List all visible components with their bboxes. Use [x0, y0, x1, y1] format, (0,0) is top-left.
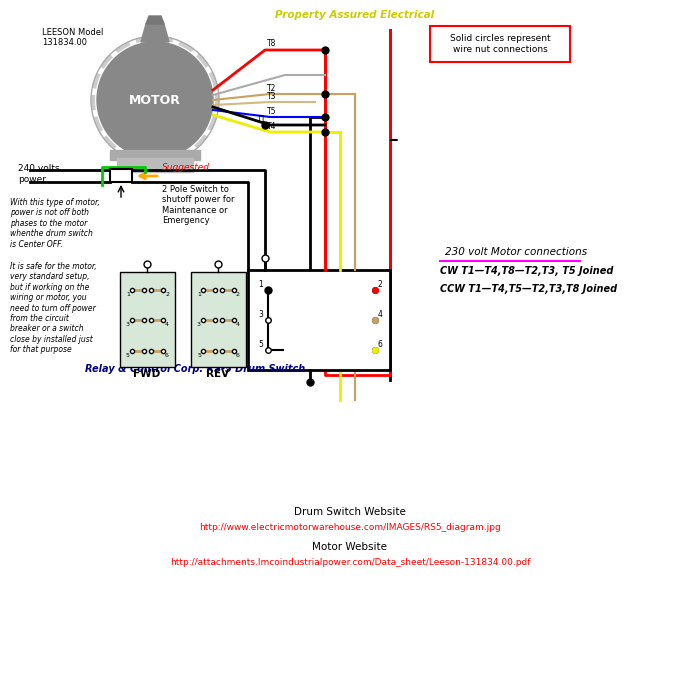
Text: 2: 2: [378, 280, 383, 289]
Text: 5: 5: [126, 353, 130, 358]
Text: LEESON Model
131834.00: LEESON Model 131834.00: [42, 28, 104, 48]
Text: 1: 1: [126, 292, 130, 297]
Text: CW T1—T4,T8—T2,T3, T5 Joined: CW T1—T4,T8—T2,T3, T5 Joined: [440, 266, 613, 276]
Text: 2: 2: [165, 292, 169, 297]
Text: It is safe for the motor,
very standard setup,
but if working on the
wiring or m: It is safe for the motor, very standard …: [10, 262, 97, 354]
Polygon shape: [141, 24, 169, 42]
Text: T4: T4: [267, 122, 276, 131]
Text: FWD: FWD: [134, 369, 160, 379]
Text: Motor Website: Motor Website: [312, 542, 388, 552]
Bar: [430, 26, 570, 62]
Bar: [191, 272, 246, 367]
Text: With this type of motor,
power is not off both
phases to the motor
whenthe drum : With this type of motor, power is not of…: [10, 198, 99, 248]
Bar: [117, 158, 193, 172]
Text: 1: 1: [197, 292, 201, 297]
Text: 4: 4: [378, 310, 383, 319]
Text: MOTOR: MOTOR: [129, 94, 181, 106]
Text: T8: T8: [267, 39, 276, 48]
Text: 2: 2: [236, 292, 240, 297]
Text: T2: T2: [267, 84, 276, 93]
Text: 3: 3: [197, 322, 201, 327]
Text: REV: REV: [206, 369, 230, 379]
Text: 2 Pole Switch to
shutoff power for
Maintenance or
Emergency: 2 Pole Switch to shutoff power for Maint…: [162, 185, 235, 225]
Text: 3: 3: [126, 322, 130, 327]
Text: T1: T1: [257, 115, 267, 124]
Text: http://attachments.lmcoindustrialpower.com/Data_sheet/Leeson-131834.00.pdf: http://attachments.lmcoindustrialpower.c…: [169, 558, 531, 567]
Text: 6: 6: [165, 353, 169, 358]
Text: 4: 4: [236, 322, 240, 327]
Bar: [110, 150, 200, 160]
Text: T5: T5: [267, 107, 276, 116]
Polygon shape: [146, 16, 164, 24]
Bar: [248, 270, 390, 370]
Text: 230 volt Motor connections: 230 volt Motor connections: [445, 247, 587, 257]
Text: 5: 5: [197, 353, 201, 358]
Text: 1: 1: [258, 280, 263, 289]
Text: 240 volts
power: 240 volts power: [18, 164, 60, 183]
Text: Property Assured Electrical: Property Assured Electrical: [275, 10, 435, 20]
Text: 5: 5: [258, 340, 263, 349]
Text: Solid circles represent
wire nut connections: Solid circles represent wire nut connect…: [449, 34, 550, 54]
Bar: [120, 272, 175, 367]
Text: 6: 6: [236, 353, 240, 358]
Text: 4: 4: [165, 322, 169, 327]
Circle shape: [97, 42, 213, 158]
Bar: [110, 169, 132, 182]
Text: T3: T3: [267, 92, 276, 101]
Text: Suggested: Suggested: [162, 163, 210, 172]
Text: CCW T1—T4,T5—T2,T3,T8 Joined: CCW T1—T4,T5—T2,T3,T8 Joined: [440, 284, 617, 294]
Text: Drum Switch Website: Drum Switch Website: [294, 507, 406, 517]
Text: 3: 3: [258, 310, 263, 319]
Text: Relay & Control Corp. RS-5 Drum Switch: Relay & Control Corp. RS-5 Drum Switch: [85, 364, 305, 374]
Text: 6: 6: [378, 340, 383, 349]
Text: http://www.electricmotorwarehouse.com/IMAGES/RS5_diagram.jpg: http://www.electricmotorwarehouse.com/IM…: [199, 523, 501, 532]
